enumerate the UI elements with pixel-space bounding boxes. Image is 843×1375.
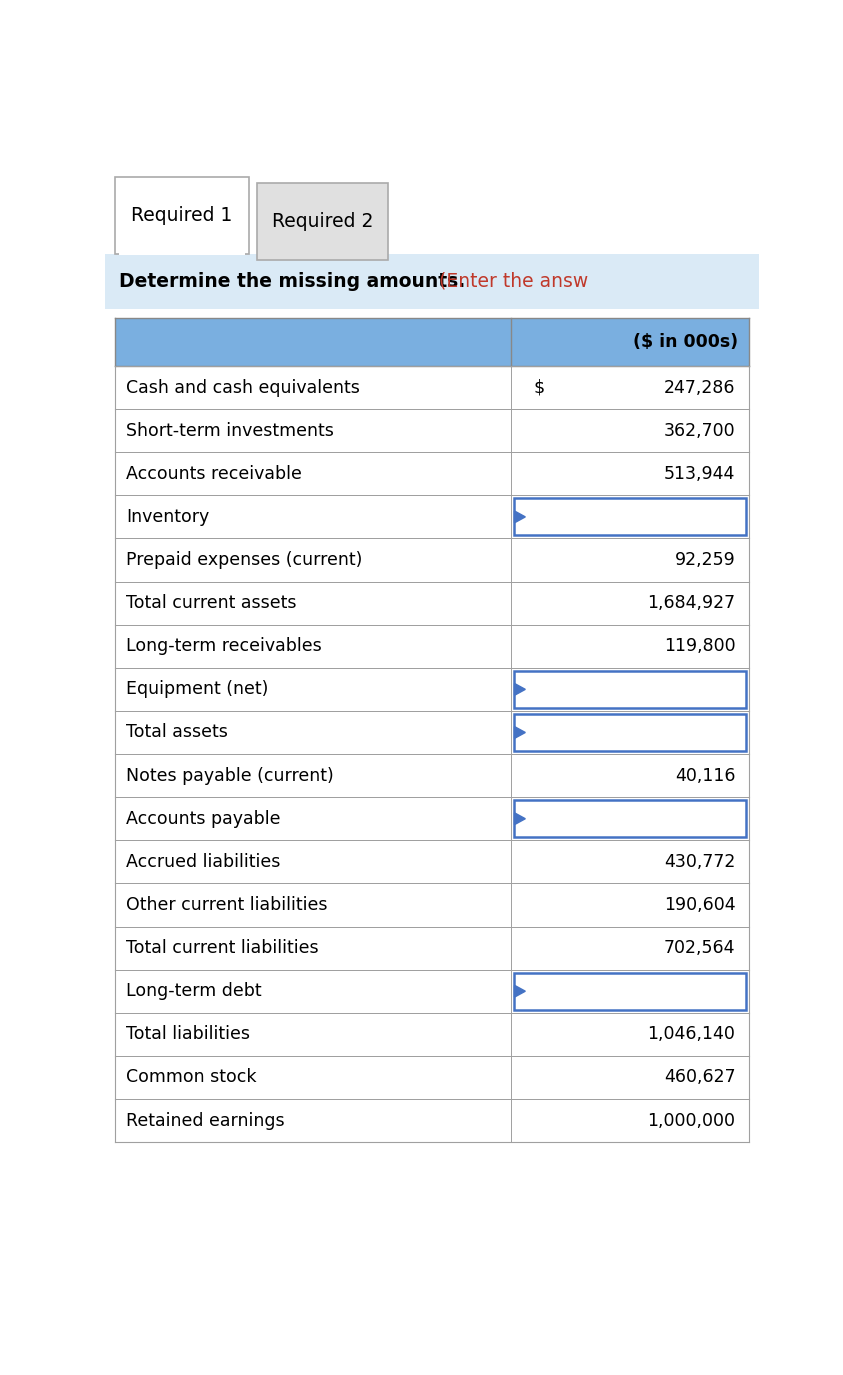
Text: Cash and cash equivalents: Cash and cash equivalents (126, 378, 360, 396)
Text: Total current liabilities: Total current liabilities (126, 939, 319, 957)
Bar (115, 668, 749, 711)
Text: 702,564: 702,564 (664, 939, 735, 957)
Bar (115, 624, 749, 668)
Bar (115, 582, 749, 624)
Bar (115, 1013, 749, 1056)
Text: 430,772: 430,772 (664, 852, 735, 870)
Bar (115, 318, 749, 366)
Bar (115, 366, 749, 410)
Text: Retained earnings: Retained earnings (126, 1111, 285, 1130)
Bar (115, 754, 749, 798)
Text: Determine the missing amounts.: Determine the missing amounts. (120, 272, 465, 290)
Text: 1,000,000: 1,000,000 (647, 1111, 735, 1130)
Bar (115, 452, 749, 495)
Bar (514, 972, 746, 1009)
Bar (115, 1056, 749, 1099)
Text: Inventory: Inventory (126, 507, 210, 525)
Text: ($ in 000s): ($ in 000s) (632, 333, 738, 351)
Polygon shape (514, 726, 525, 738)
Text: (Enter the answ: (Enter the answ (433, 272, 588, 290)
Bar (115, 1099, 749, 1143)
Text: Total current assets: Total current assets (126, 594, 297, 612)
Text: 1,046,140: 1,046,140 (647, 1026, 735, 1044)
Bar (115, 495, 749, 539)
Bar (514, 714, 746, 751)
Text: 1,684,927: 1,684,927 (647, 594, 735, 612)
Bar (115, 711, 749, 754)
Bar (115, 798, 749, 840)
Bar (119, 249, 244, 256)
Bar (115, 969, 749, 1013)
Bar (256, 183, 389, 260)
Text: Common stock: Common stock (126, 1068, 257, 1086)
Text: Short-term investments: Short-term investments (126, 422, 334, 440)
Bar (115, 840, 749, 883)
Bar (115, 176, 249, 253)
Text: 247,286: 247,286 (664, 378, 735, 396)
Text: 190,604: 190,604 (663, 896, 735, 914)
Text: 460,627: 460,627 (663, 1068, 735, 1086)
Polygon shape (514, 512, 525, 522)
Text: 119,800: 119,800 (663, 637, 735, 656)
Text: Total assets: Total assets (126, 723, 228, 741)
Polygon shape (514, 813, 525, 825)
Polygon shape (514, 683, 525, 696)
Bar (115, 410, 749, 452)
Text: Required 1: Required 1 (131, 205, 233, 224)
Bar (115, 927, 749, 969)
Text: Other current liabilities: Other current liabilities (126, 896, 328, 914)
Bar (514, 498, 746, 535)
Text: Long-term receivables: Long-term receivables (126, 637, 322, 656)
Text: Equipment (net): Equipment (net) (126, 681, 269, 698)
Text: 40,116: 40,116 (675, 767, 735, 785)
Text: Total liabilities: Total liabilities (126, 1026, 250, 1044)
Bar (514, 800, 746, 837)
Text: Long-term debt: Long-term debt (126, 982, 262, 1000)
Bar (115, 539, 749, 582)
Text: Notes payable (current): Notes payable (current) (126, 767, 334, 785)
Text: Accounts receivable: Accounts receivable (126, 465, 302, 483)
Text: 513,944: 513,944 (664, 465, 735, 483)
Text: 362,700: 362,700 (663, 422, 735, 440)
Text: 92,259: 92,259 (674, 551, 735, 569)
Text: Required 2: Required 2 (271, 212, 373, 231)
Bar (514, 671, 746, 708)
Bar (105, 253, 759, 309)
Text: Accounts payable: Accounts payable (126, 810, 281, 828)
Polygon shape (514, 986, 525, 997)
Text: Accrued liabilities: Accrued liabilities (126, 852, 281, 870)
Bar (115, 883, 749, 927)
Text: Prepaid expenses (current): Prepaid expenses (current) (126, 551, 362, 569)
Text: $: $ (533, 378, 545, 396)
